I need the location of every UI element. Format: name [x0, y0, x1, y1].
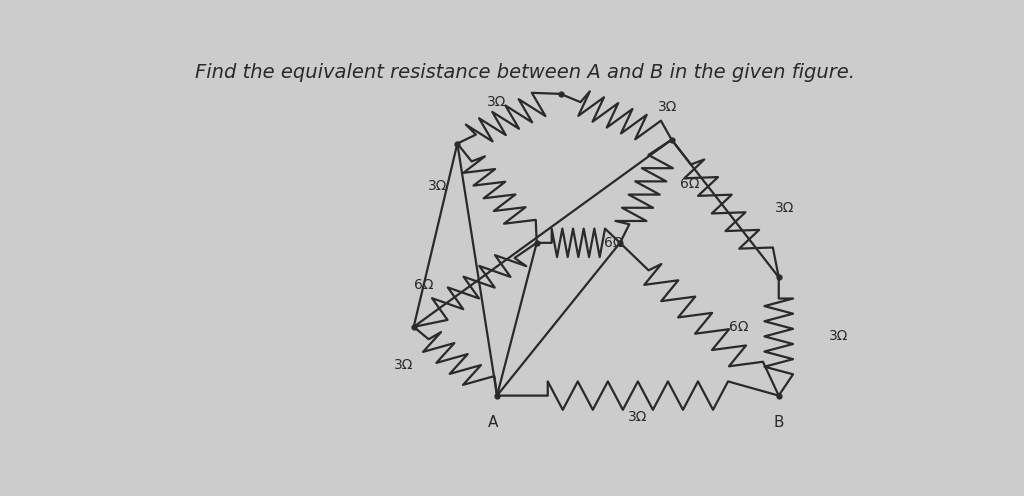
Text: A: A [487, 415, 499, 430]
Text: 3Ω: 3Ω [658, 100, 677, 114]
Text: 6Ω: 6Ω [604, 236, 624, 250]
Text: 3Ω: 3Ω [487, 95, 507, 109]
Text: 6Ω: 6Ω [729, 320, 749, 334]
Text: 3Ω: 3Ω [428, 179, 447, 192]
Text: 3Ω: 3Ω [828, 329, 848, 343]
Text: B: B [773, 415, 784, 430]
Text: 6Ω: 6Ω [414, 278, 433, 292]
Text: 3Ω: 3Ω [628, 410, 647, 424]
Text: Find the equivalent resistance between A and B in the given figure.: Find the equivalent resistance between A… [195, 63, 855, 82]
Text: 3Ω: 3Ω [775, 201, 795, 215]
Text: 3Ω: 3Ω [394, 358, 414, 372]
Text: 6Ω: 6Ω [680, 177, 699, 190]
